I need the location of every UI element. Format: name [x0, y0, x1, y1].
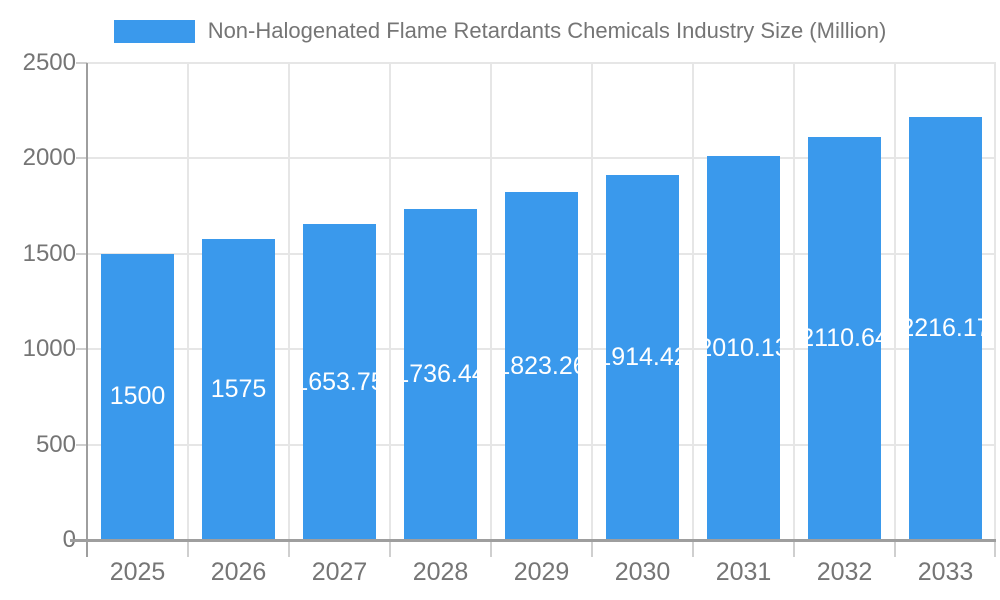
x-axis-label: 2028	[412, 558, 469, 586]
bar-2029[interactable]: 1823.26	[505, 192, 578, 540]
x-axis-label: 2029	[513, 558, 570, 586]
x-tick	[793, 540, 795, 557]
gridline-v	[692, 63, 694, 540]
gridline-h	[87, 157, 996, 160]
y-tick	[76, 62, 87, 64]
gridline-h	[87, 62, 996, 64]
x-tick	[591, 540, 593, 557]
legend[interactable]: Non-Halogenated Flame Retardants Chemica…	[0, 14, 1000, 48]
x-tick	[389, 540, 391, 557]
bar-2032[interactable]: 2110.64	[808, 137, 881, 540]
bar-value-label: 2216.17	[909, 314, 982, 343]
bar-value-label: 1914.42	[606, 342, 679, 371]
x-axis-label: 2033	[917, 558, 974, 586]
x-axis-label: 2027	[311, 558, 368, 586]
gridline-v	[490, 63, 492, 540]
y-tick	[76, 443, 87, 446]
bar-2033[interactable]: 2216.17	[909, 117, 982, 540]
gridline-v	[389, 63, 391, 540]
x-tick	[894, 540, 896, 557]
gridline-v	[187, 63, 189, 540]
bar-value-label: 1653.75	[303, 367, 376, 396]
bar-value-label: 1736.44	[404, 359, 477, 388]
bar-2028[interactable]: 1736.44	[404, 208, 477, 540]
bar-2026[interactable]: 1575	[202, 239, 275, 540]
x-tick	[490, 540, 492, 557]
x-axis-label: 2031	[715, 558, 772, 586]
bar-2030[interactable]: 1914.42	[606, 174, 679, 540]
x-axis-line	[70, 539, 996, 542]
x-axis-label: 2032	[816, 558, 873, 586]
bar-value-label: 1575	[210, 375, 267, 404]
y-axis-label: 2000	[22, 144, 76, 172]
x-tick	[692, 540, 694, 557]
bar-value-label: 1500	[109, 382, 166, 411]
gridline-v	[591, 63, 593, 540]
x-tick	[288, 540, 290, 557]
y-axis-line	[86, 63, 88, 557]
x-tick	[187, 540, 189, 557]
x-axis-label: 2026	[210, 558, 267, 586]
y-axis-label: 0	[0, 526, 76, 554]
y-axis-label: 1500	[22, 239, 76, 267]
legend-label: Non-Halogenated Flame Retardants Chemica…	[207, 18, 887, 43]
bar-2025[interactable]: 1500	[101, 253, 174, 540]
x-axis-label: 2025	[109, 558, 166, 586]
bar-value-label: 2010.13	[707, 333, 780, 362]
y-axis-label: 2500	[22, 49, 76, 76]
y-tick	[76, 157, 87, 160]
y-axis-label: 1000	[22, 335, 76, 363]
bar-2031[interactable]: 2010.13	[707, 156, 780, 540]
bar-value-label: 1823.26	[505, 351, 578, 380]
gridline-v	[994, 63, 996, 540]
y-tick	[76, 252, 87, 255]
gridline-v	[894, 63, 896, 540]
bar-value-label: 2110.64	[808, 324, 881, 353]
legend-swatch	[113, 19, 195, 43]
plot-area: 1500 1575 1653.75 1736.44 1823.26 1914.42 2010…	[87, 62, 996, 540]
x-axis-label: 2030	[614, 558, 671, 586]
bar-2027[interactable]: 1653.75	[303, 224, 376, 540]
gridline-v	[793, 63, 795, 540]
y-tick	[76, 348, 87, 351]
gridline-v	[288, 63, 290, 540]
x-tick	[994, 540, 996, 557]
y-axis-label: 500	[35, 430, 76, 458]
